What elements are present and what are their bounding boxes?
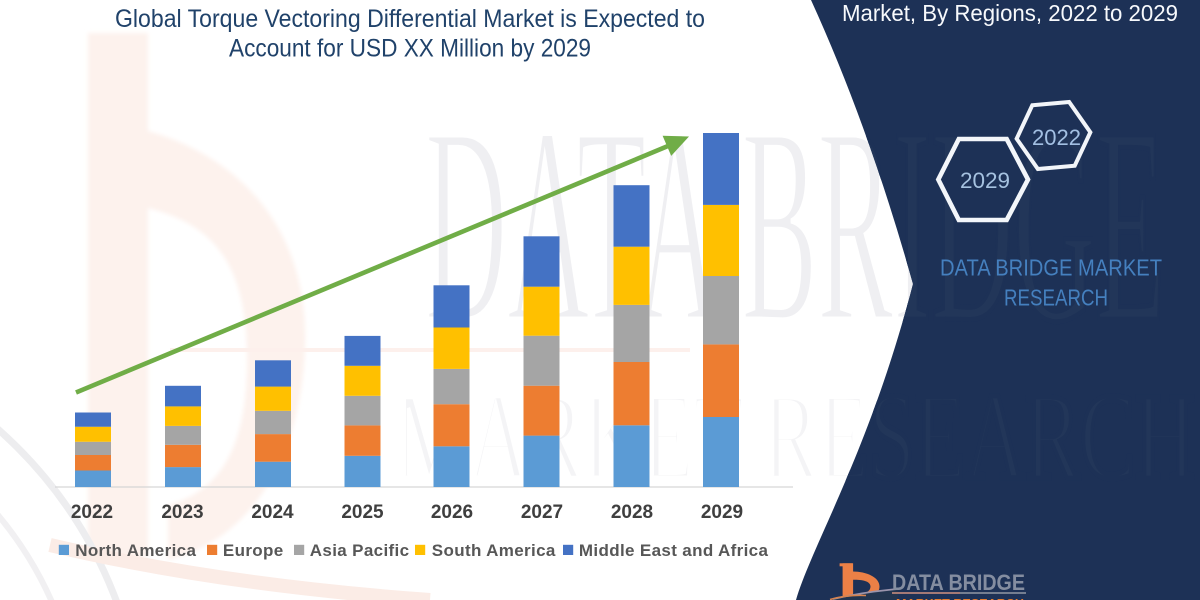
svg-text:2022: 2022 — [71, 502, 113, 523]
svg-text:Account for USD XX Million by: Account for USD XX Million by 2029 — [229, 35, 591, 63]
svg-text:2025: 2025 — [341, 502, 384, 523]
svg-text:RESEARCH: RESEARCH — [1004, 285, 1108, 311]
svg-text:2026: 2026 — [431, 502, 473, 523]
svg-text:2027: 2027 — [521, 502, 563, 523]
svg-text:Global Torque Vectoring Differ: Global Torque Vectoring Differential Mar… — [115, 5, 705, 33]
svg-text:2029: 2029 — [701, 502, 743, 523]
svg-text:Market, By Regions, 2022 to 20: Market, By Regions, 2022 to 2029 — [842, 0, 1178, 26]
svg-text:2029: 2029 — [960, 168, 1010, 193]
svg-text:2028: 2028 — [611, 502, 653, 523]
svg-text:Middle East and Africa: Middle East and Africa — [579, 541, 769, 560]
svg-text:2023: 2023 — [161, 502, 203, 523]
svg-text:MARKET RESEARCH: MARKET RESEARCH — [896, 597, 1024, 600]
svg-text:DATA BRIDGE MARKET: DATA BRIDGE MARKET — [940, 254, 1162, 280]
svg-text:Europe: Europe — [223, 541, 284, 560]
svg-text:2022: 2022 — [1032, 125, 1081, 150]
svg-text:North America: North America — [75, 541, 196, 560]
svg-text:DATA BRIDGE: DATA BRIDGE — [892, 570, 1025, 595]
svg-text:2024: 2024 — [251, 502, 294, 523]
svg-text:Asia Pacific: Asia Pacific — [310, 541, 410, 560]
svg-text:South America: South America — [432, 541, 556, 560]
svg-text:MARKET RESEARCH: MARKET RESEARCH — [395, 368, 1195, 505]
